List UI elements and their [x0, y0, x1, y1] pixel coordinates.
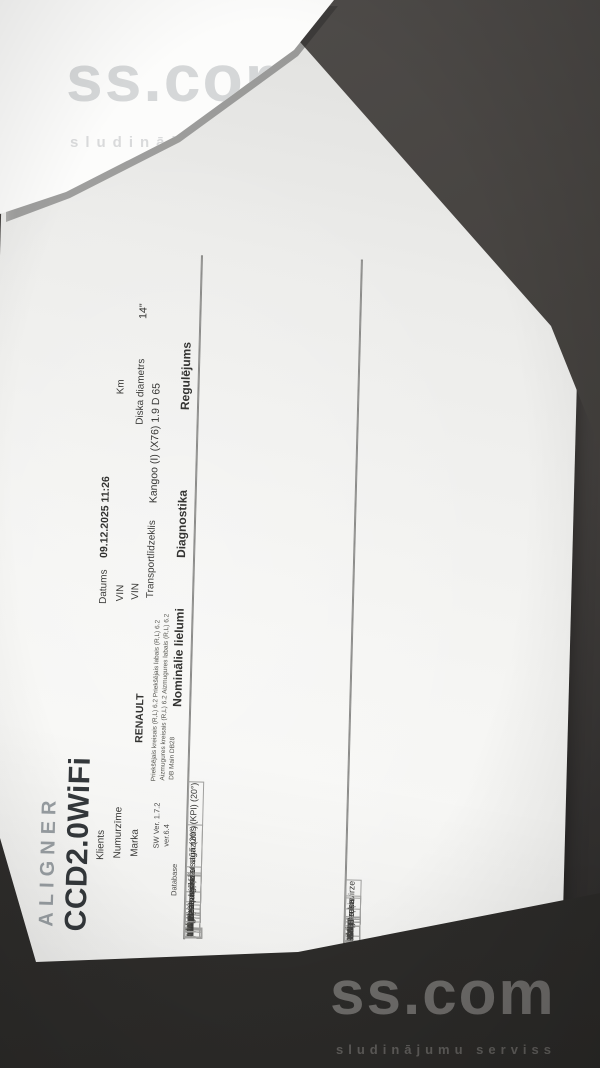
- rim-diameter-label: Diska diametrs: [134, 358, 148, 425]
- make-value: RENAULT: [133, 693, 147, 744]
- rim-diameter-value: 14": [137, 303, 150, 320]
- value-cell: [184, 936, 200, 939]
- section-nominal: Nominālie lielumi: [170, 608, 187, 708]
- database-label: Database: [169, 863, 180, 896]
- alignment-report: ALIGNER CCD2.0WiFi Klients Numurzīme Mar…: [25, 240, 493, 952]
- km-label: Km: [115, 379, 127, 395]
- vehicle-label: Transportlīdzeklis: [144, 520, 159, 599]
- sw-subversion: ver.6.4: [161, 824, 172, 847]
- device-model: CCD2.0WiFi: [59, 756, 97, 932]
- rear-axle-table: Kopēja savirze grādi -0°01' 0°03' +0°19' +0°1…: [343, 258, 363, 944]
- plate-label: Numurzīme: [112, 806, 125, 859]
- date-label: Datums: [97, 569, 110, 605]
- watermark-bottom-tagline: sludinājumu serviss: [336, 1042, 556, 1057]
- vehicle-value: Kangoo (I) (X76) 1.9 D 65: [147, 382, 163, 504]
- vin-label: VIN: [129, 582, 142, 600]
- sw-version: SW Ver. 1.7.2: [151, 802, 162, 849]
- section-adjustment: Regulējums: [177, 341, 194, 411]
- section-diagnostics: Diagnostika: [174, 489, 190, 559]
- database-line: DB Main DB28: [168, 736, 177, 780]
- vin-label: VIN: [114, 584, 127, 602]
- client-label: Klients: [95, 829, 107, 861]
- date-value: 09.12.2025 11:26: [98, 476, 113, 559]
- watermark-bottom: ss.com: [330, 959, 556, 1028]
- value-cell: +0°05': [344, 916, 361, 943]
- make-label: Marka: [129, 828, 141, 857]
- aligner-logo: ALIGNER: [35, 794, 61, 927]
